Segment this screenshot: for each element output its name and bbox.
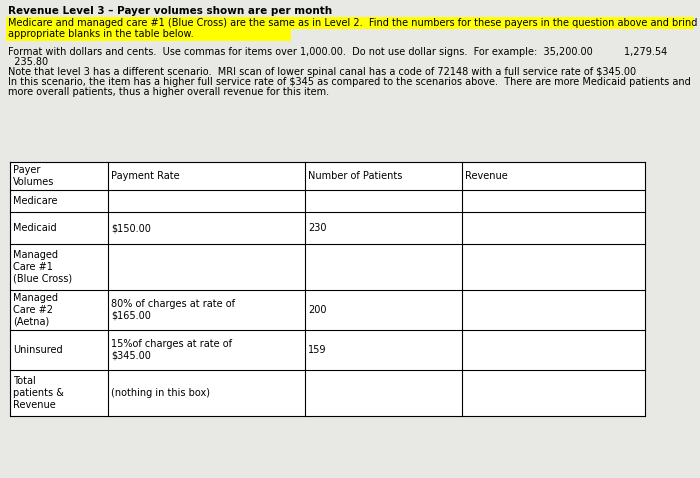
- Bar: [10, 162, 645, 416]
- Text: (nothing in this box): (nothing in this box): [111, 388, 210, 398]
- Text: Revenue: Revenue: [465, 171, 508, 181]
- Text: Medicare and managed care #1 (Blue Cross) are the same as in Level 2.  Find the : Medicare and managed care #1 (Blue Cross…: [8, 18, 700, 28]
- Text: 235.80: 235.80: [8, 57, 48, 67]
- Text: Format with dollars and cents.  Use commas for items over 1,000.00.  Do not use : Format with dollars and cents. Use comma…: [8, 47, 667, 57]
- Text: Medicare: Medicare: [13, 196, 57, 206]
- Text: In this scenario, the item has a higher full service rate of $345 as compared to: In this scenario, the item has a higher …: [8, 77, 691, 87]
- Text: 200: 200: [308, 305, 326, 315]
- Text: Managed
Care #1
(Blue Cross): Managed Care #1 (Blue Cross): [13, 250, 72, 283]
- Text: Payer
Volumes: Payer Volumes: [13, 165, 55, 187]
- Text: Payment Rate: Payment Rate: [111, 171, 180, 181]
- Text: more overall patients, thus a higher overall revenue for this item.: more overall patients, thus a higher ove…: [8, 87, 329, 97]
- Text: Revenue Level 3 – Payer volumes shown are per month: Revenue Level 3 – Payer volumes shown ar…: [8, 6, 332, 16]
- Text: 80% of charges at rate of
$165.00: 80% of charges at rate of $165.00: [111, 299, 235, 321]
- Text: $150.00: $150.00: [111, 223, 151, 233]
- Text: 159: 159: [308, 345, 326, 355]
- Bar: [6, 29, 291, 41]
- Text: Number of Patients: Number of Patients: [308, 171, 402, 181]
- Bar: [6, 17, 694, 29]
- Text: Note that level 3 has a different scenario.  MRI scan of lower spinal canal has : Note that level 3 has a different scenar…: [8, 67, 636, 77]
- Text: Total
patients &
Revenue: Total patients & Revenue: [13, 376, 64, 410]
- Text: Managed
Care #2
(Aetna): Managed Care #2 (Aetna): [13, 293, 58, 326]
- Text: Uninsured: Uninsured: [13, 345, 62, 355]
- Text: 230: 230: [308, 223, 326, 233]
- Text: appropriate blanks in the table below.: appropriate blanks in the table below.: [8, 29, 194, 39]
- Text: Medicaid: Medicaid: [13, 223, 57, 233]
- Text: 15%of charges at rate of
$345.00: 15%of charges at rate of $345.00: [111, 339, 232, 361]
